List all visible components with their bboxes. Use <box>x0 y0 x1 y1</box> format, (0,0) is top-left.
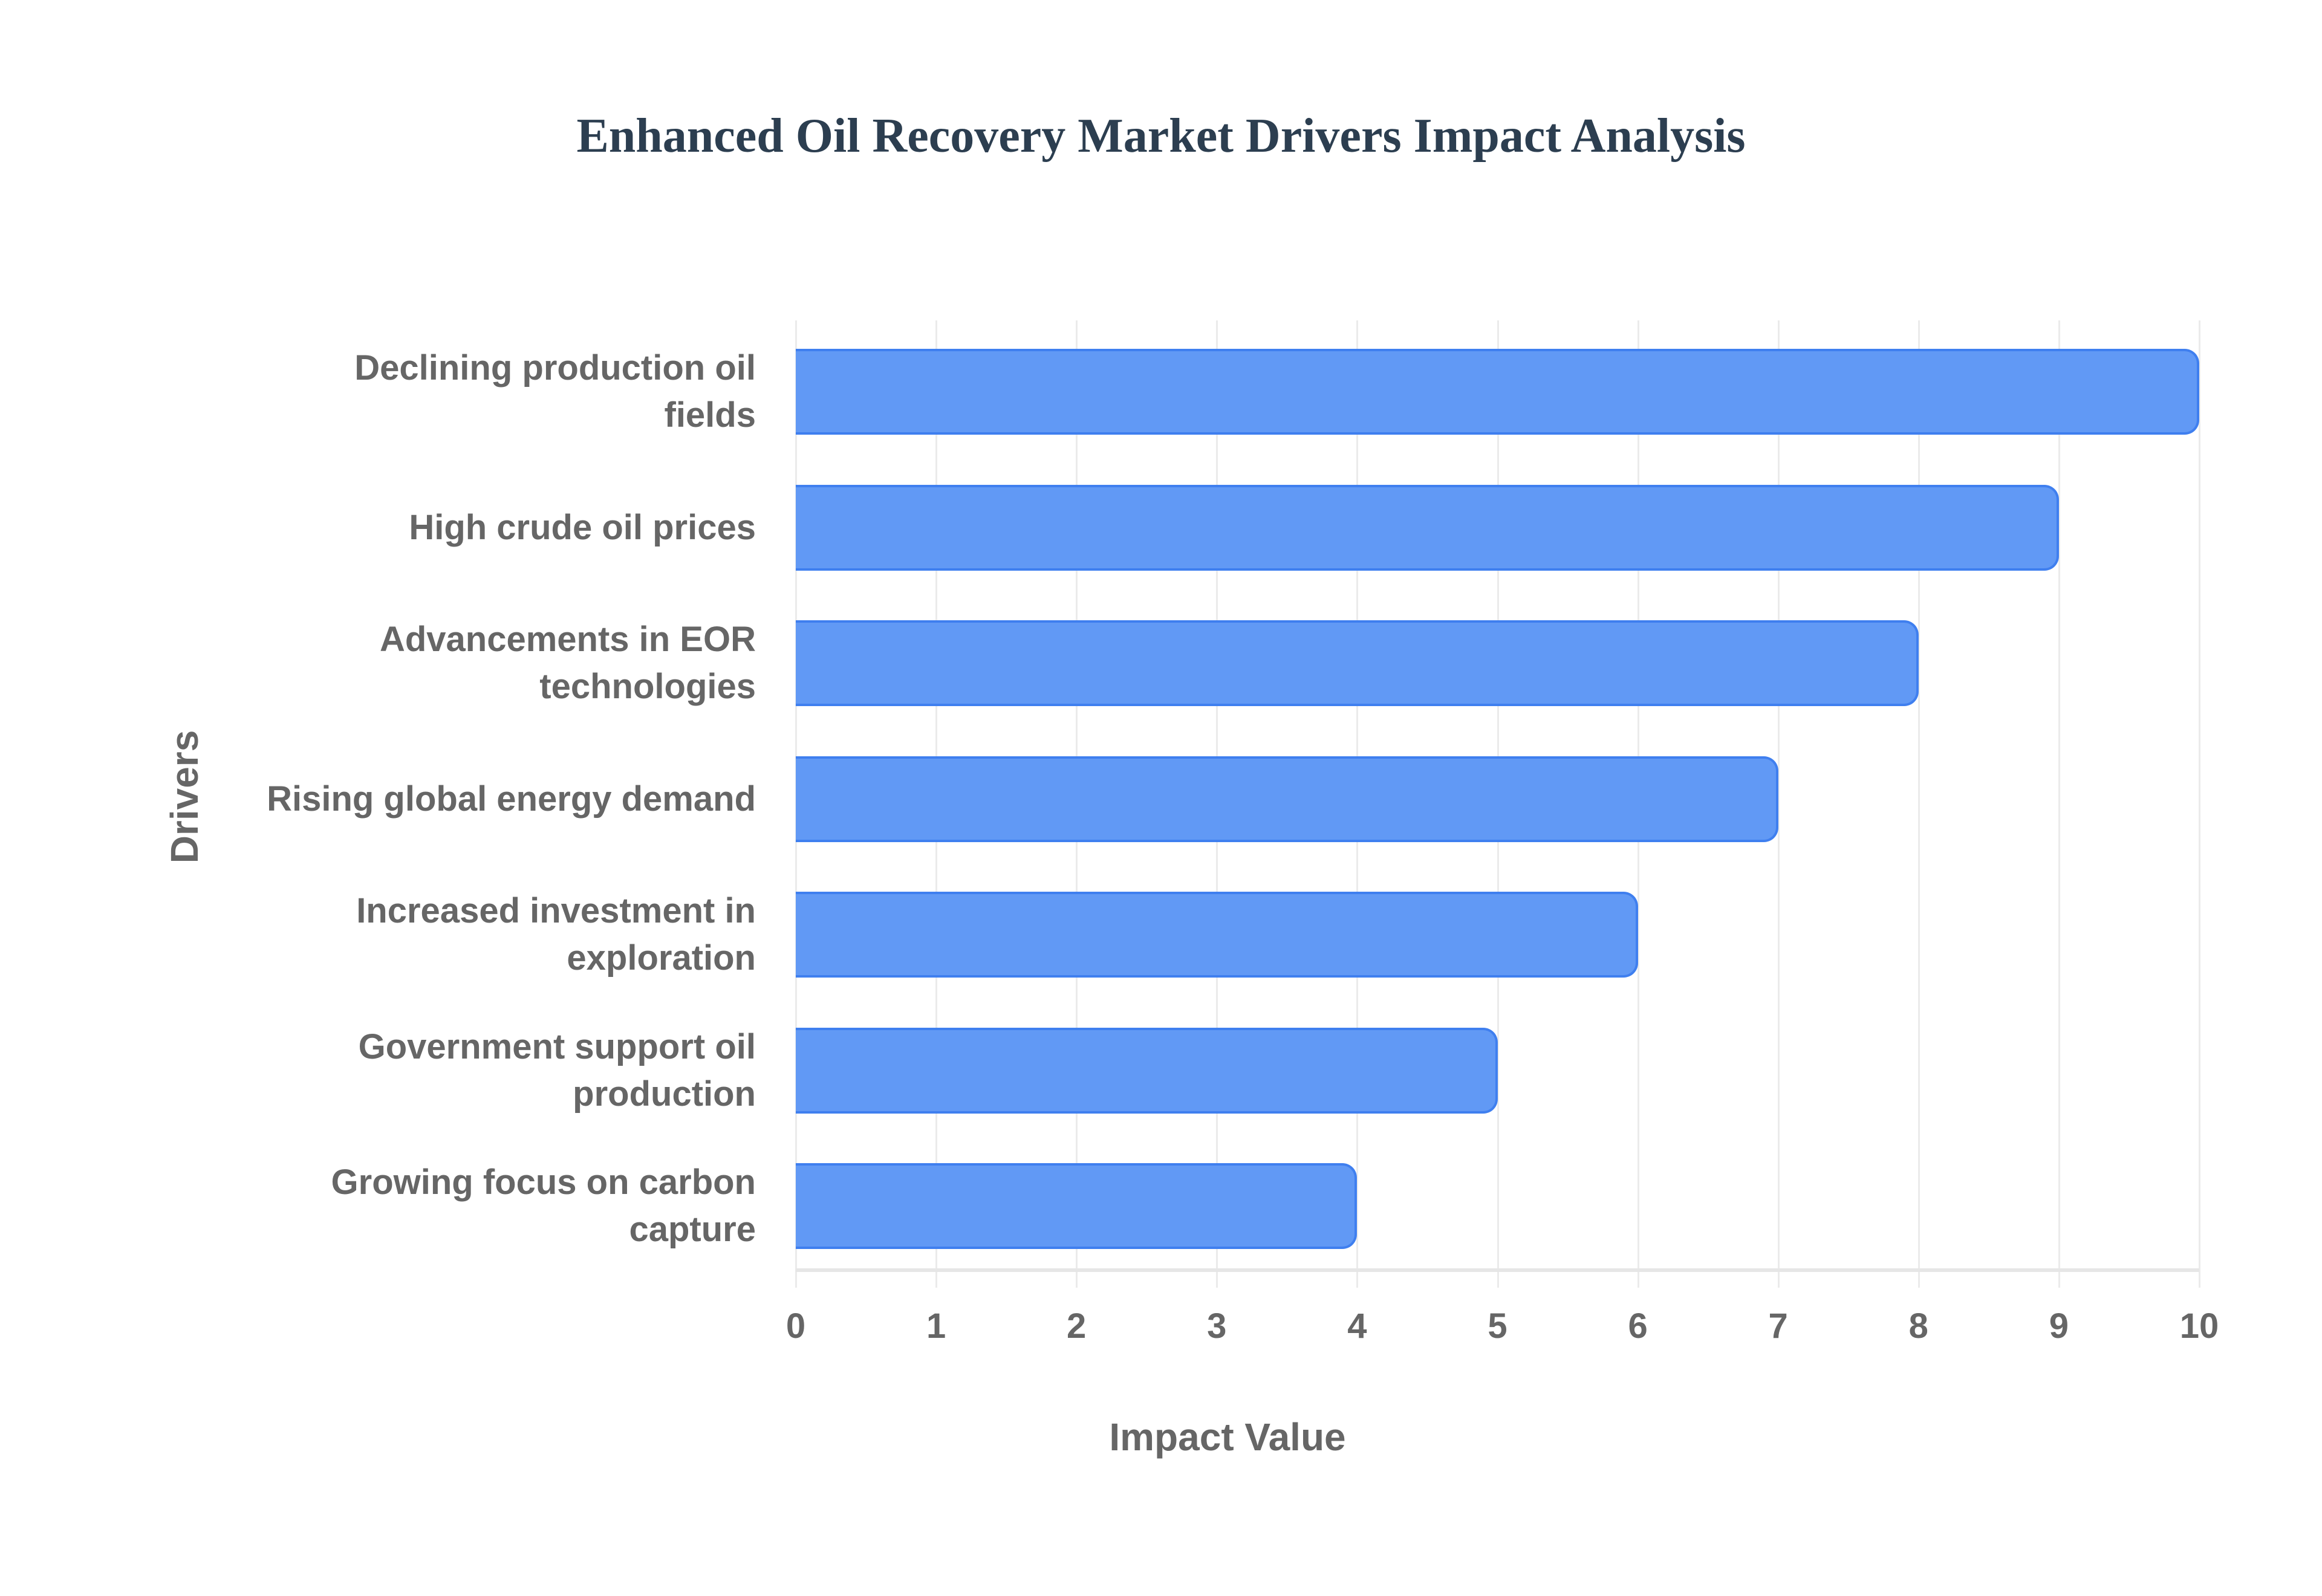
y-tick-label: Advancements in EOR technologies <box>379 620 756 706</box>
x-tick-label: 5 <box>1488 1306 1507 1346</box>
gridline <box>2199 320 2200 1288</box>
x-tick-label: 7 <box>1768 1306 1788 1346</box>
chart-title: Enhanced Oil Recovery Market Drivers Imp… <box>576 109 1746 163</box>
x-tick-label: 8 <box>1908 1306 1928 1346</box>
x-tick-label: 1 <box>926 1306 946 1346</box>
x-tick-label: 9 <box>2049 1306 2069 1346</box>
x-axis-title: Impact Value <box>1109 1415 1346 1459</box>
gridline <box>1917 320 1920 1288</box>
plot-area <box>795 320 2200 1288</box>
bar[interactable] <box>796 620 1919 706</box>
x-tick-label: 3 <box>1207 1306 1227 1346</box>
bar[interactable] <box>796 1163 1358 1249</box>
bar[interactable] <box>796 349 2199 435</box>
x-tick-label: 4 <box>1347 1306 1367 1346</box>
y-tick-label: High crude oil prices <box>409 507 756 547</box>
y-tick-label: Rising global energy demand <box>267 779 756 819</box>
y-axis-title: Drivers <box>163 730 206 864</box>
x-axis-line <box>796 1268 2199 1272</box>
bar[interactable] <box>796 1027 1498 1114</box>
y-tick-label: Increased investment in exploration <box>356 891 756 978</box>
y-tick-label: Declining production oil fields <box>354 348 756 435</box>
bar[interactable] <box>796 756 1778 842</box>
x-tick-label: 6 <box>1628 1306 1648 1346</box>
bar[interactable] <box>796 892 1638 978</box>
bar[interactable] <box>796 484 2059 571</box>
y-tick-label: Growing focus on carbon capture <box>331 1163 756 1249</box>
x-tick-label: 0 <box>785 1306 806 1346</box>
y-tick-label: Government support oil production <box>358 1027 756 1114</box>
x-tick-label: 10 <box>2179 1306 2219 1346</box>
x-tick-label: 2 <box>1067 1306 1087 1346</box>
gridline <box>2058 320 2060 1288</box>
gridline <box>1777 320 1780 1288</box>
